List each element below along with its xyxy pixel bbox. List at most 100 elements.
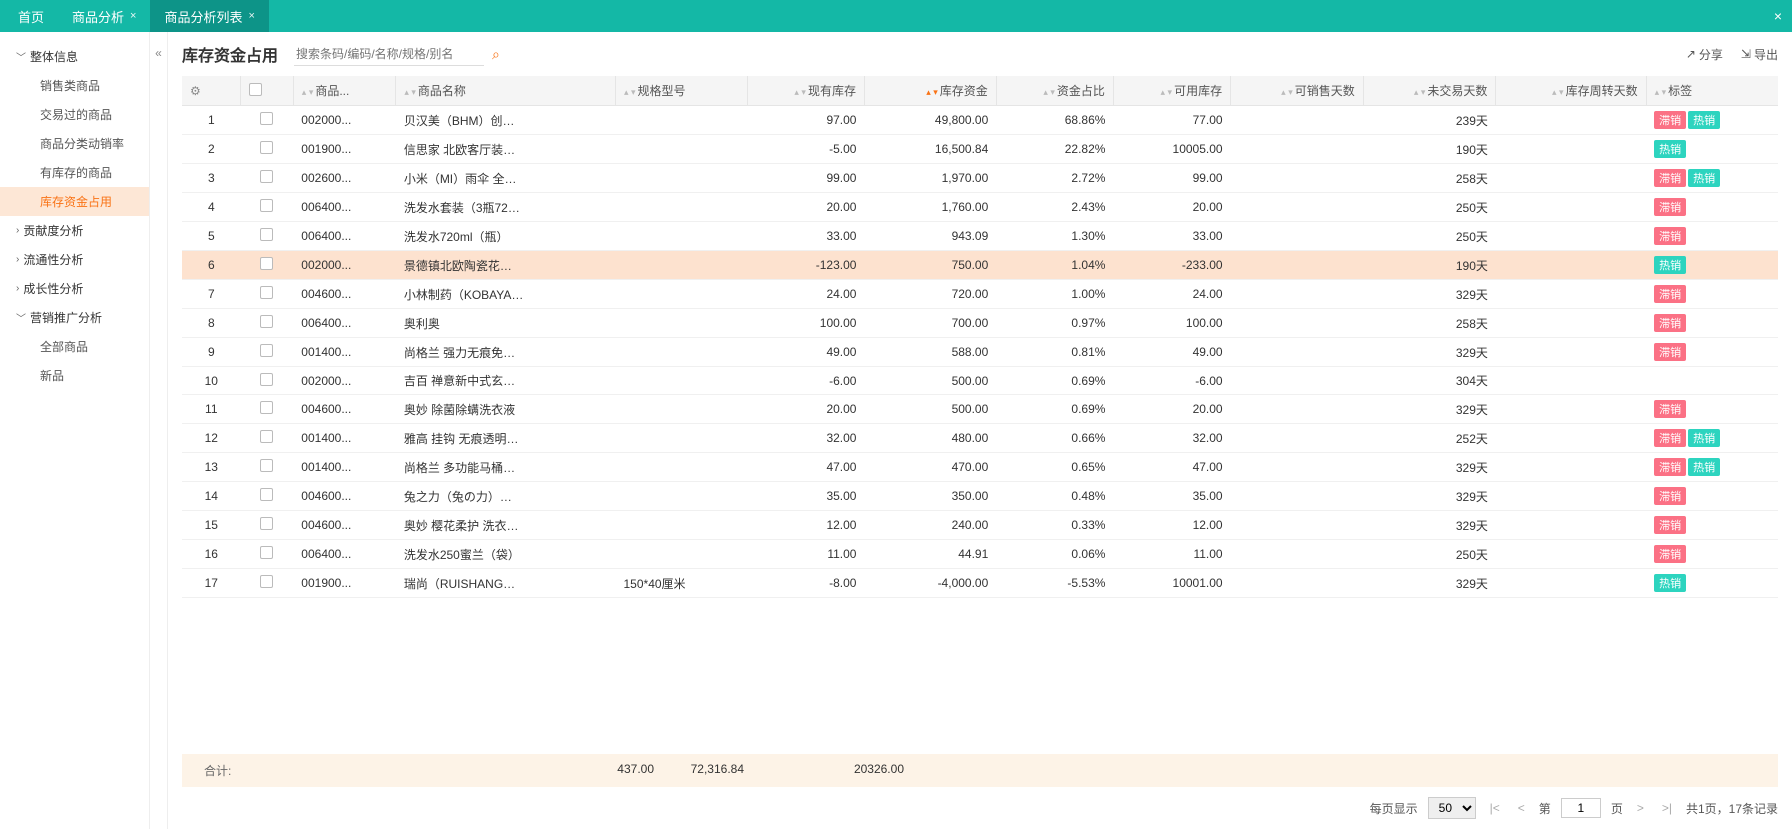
gear-icon[interactable]: ⚙ — [190, 84, 201, 98]
cell-code: 002000... — [293, 106, 396, 135]
next-page-button[interactable]: > — [1633, 801, 1648, 815]
row-checkbox[interactable] — [260, 170, 273, 183]
column-label: 库存资金 — [940, 84, 988, 98]
sidebar-group[interactable]: ﹀整体信息 — [0, 42, 149, 71]
row-checkbox[interactable] — [260, 373, 273, 386]
last-page-button[interactable]: >| — [1658, 801, 1676, 815]
cell-avail: -233.00 — [1113, 251, 1230, 280]
first-page-button[interactable]: |< — [1486, 801, 1504, 815]
tab-close-icon[interactable]: × — [130, 10, 136, 22]
sidebar-group[interactable]: ›流通性分析 — [0, 245, 149, 274]
per-page-select[interactable]: 50 — [1428, 797, 1476, 819]
tab-close-icon[interactable]: × — [248, 10, 254, 22]
sort-icon: ▴ ▾ — [1552, 88, 1564, 97]
column-header-ratio[interactable]: ▴ ▾资金占比 — [996, 76, 1113, 106]
table-row[interactable]: 13001400...尚格兰 多功能马桶刷套装 带47.00470.000.65… — [182, 453, 1778, 482]
row-checkbox[interactable] — [260, 315, 273, 328]
column-header-name[interactable]: ▴ ▾商品名称 — [396, 76, 616, 106]
tab-商品分析列表[interactable]: 商品分析列表× — [150, 0, 268, 32]
row-checkbox[interactable] — [260, 141, 273, 154]
sidebar-group[interactable]: ›成长性分析 — [0, 274, 149, 303]
column-header-amount[interactable]: ▴ ▾库存资金 — [864, 76, 996, 106]
row-checkbox[interactable] — [260, 401, 273, 414]
slow-tag: 滞销 — [1654, 169, 1686, 187]
share-button[interactable]: ↗ 分享 — [1686, 46, 1723, 63]
table-row[interactable]: 2001900...信思家 北欧客厅装饰画卧室-5.0016,500.8422.… — [182, 135, 1778, 164]
chevron-down-icon: ﹀ — [16, 310, 26, 325]
export-button[interactable]: ⇲ 导出 — [1741, 46, 1778, 63]
cell-ratio: 0.33% — [996, 511, 1113, 540]
sidebar-item[interactable]: 交易过的商品 — [0, 100, 149, 129]
column-header-saleDays[interactable]: ▴ ▾可销售天数 — [1231, 76, 1364, 106]
sidebar-group-label: 整体信息 — [30, 48, 78, 65]
row-checkbox[interactable] — [260, 517, 273, 530]
sidebar-item[interactable]: 有库存的商品 — [0, 158, 149, 187]
row-checkbox[interactable] — [260, 575, 273, 588]
sidebar-collapse-button[interactable]: « — [150, 32, 168, 829]
sidebar-group[interactable]: ﹀营销推广分析 — [0, 303, 149, 332]
cell-avail: 11.00 — [1113, 540, 1230, 569]
cell-saleDays — [1231, 511, 1364, 540]
column-header-turnover[interactable]: ▴ ▾库存周转天数 — [1496, 76, 1646, 106]
cell-ratio: 0.66% — [996, 424, 1113, 453]
close-icon[interactable]: × — [1774, 8, 1782, 24]
sort-icon: ▴ ▾ — [404, 88, 416, 97]
column-header-code[interactable]: ▴ ▾商品... — [293, 76, 396, 106]
column-header-stock[interactable]: ▴ ▾现有库存 — [747, 76, 864, 106]
table-row[interactable]: 1002000...贝汉美（BHM）创意北欧97.0049,800.0068.8… — [182, 106, 1778, 135]
table-row[interactable]: 3002600...小米（MI）雨伞 全自动折叠99.001,970.002.7… — [182, 164, 1778, 193]
sidebar-group[interactable]: ›贡献度分析 — [0, 216, 149, 245]
row-checkbox[interactable] — [260, 228, 273, 241]
prev-page-button[interactable]: < — [1514, 801, 1529, 815]
cell-code: 006400... — [293, 309, 396, 338]
tab-首页[interactable]: 首页 — [4, 0, 58, 32]
column-header-avail[interactable]: ▴ ▾可用库存 — [1113, 76, 1230, 106]
select-all-checkbox[interactable] — [249, 83, 262, 96]
table-row[interactable]: 8006400...奥利奥100.00700.000.97%100.00258天… — [182, 309, 1778, 338]
data-table: ⚙▴ ▾商品...▴ ▾商品名称▴ ▾规格型号▴ ▾现有库存▴ ▾库存资金▴ ▾… — [182, 76, 1778, 598]
row-checkbox[interactable] — [260, 488, 273, 501]
row-checkbox[interactable] — [260, 459, 273, 472]
sidebar-item[interactable]: 销售类商品 — [0, 71, 149, 100]
row-index: 1 — [182, 106, 241, 135]
table-row[interactable]: 10002000...吉百 禅意新中式玄关摆件客-6.00500.000.69%… — [182, 367, 1778, 395]
sidebar-item[interactable]: 新品 — [0, 361, 149, 390]
row-checkbox[interactable] — [260, 546, 273, 559]
row-index: 13 — [182, 453, 241, 482]
table-row[interactable]: 7004600...小林制药（KOBAYASHI）E24.00720.001.0… — [182, 280, 1778, 309]
table-row[interactable]: 14004600...兔之力（兔の力）粘毛器粘35.00350.000.48%3… — [182, 482, 1778, 511]
table-row[interactable]: 4006400...洗发水套装（3瓶720ml+1）20.001,760.002… — [182, 193, 1778, 222]
cell-noTrade: 329天 — [1363, 338, 1496, 367]
sidebar-item[interactable]: 全部商品 — [0, 332, 149, 361]
cell-avail: 20.00 — [1113, 193, 1230, 222]
table-row[interactable]: 5006400...洗发水720ml（瓶）33.00943.091.30%33.… — [182, 222, 1778, 251]
sidebar-item[interactable]: 商品分类动销率 — [0, 129, 149, 158]
row-checkbox[interactable] — [260, 199, 273, 212]
sort-icon: ▴ ▾ — [1161, 88, 1173, 97]
cell-code: 001400... — [293, 424, 396, 453]
row-index: 9 — [182, 338, 241, 367]
row-checkbox[interactable] — [260, 257, 273, 270]
cell-spec — [616, 280, 748, 309]
cell-turnover — [1496, 251, 1646, 280]
table-row[interactable]: 16006400...洗发水250蜜兰（袋）11.0044.910.06%11.… — [182, 540, 1778, 569]
row-checkbox[interactable] — [260, 430, 273, 443]
search-input[interactable] — [294, 43, 484, 66]
tab-商品分析[interactable]: 商品分析× — [58, 0, 150, 32]
row-checkbox[interactable] — [260, 286, 273, 299]
table-row[interactable]: 6002000...景德镇北欧陶瓷花瓶摆件 仿-123.00750.001.04… — [182, 251, 1778, 280]
cell-spec — [616, 106, 748, 135]
table-row[interactable]: 17001900...瑞尚（RUISHANG） 卧室150*40厘米-8.00-… — [182, 569, 1778, 598]
page-input[interactable] — [1561, 798, 1601, 818]
column-header-noTrade[interactable]: ▴ ▾未交易天数 — [1363, 76, 1496, 106]
row-checkbox[interactable] — [260, 344, 273, 357]
row-checkbox[interactable] — [260, 112, 273, 125]
table-row[interactable]: 12001400...雅高 挂钩 无痕透明粘钩 强32.00480.000.66… — [182, 424, 1778, 453]
table-row[interactable]: 15004600...奥妙 樱花柔护 洗衣凝珠 1012.00240.000.3… — [182, 511, 1778, 540]
column-header-spec[interactable]: ▴ ▾规格型号 — [616, 76, 748, 106]
table-row[interactable]: 9001400...尚格兰 强力无痕免打孔浴室49.00588.000.81%4… — [182, 338, 1778, 367]
table-row[interactable]: 11004600...奥妙 除菌除螨洗衣液20.00500.000.69%20.… — [182, 395, 1778, 424]
sidebar-item[interactable]: 库存资金占用 — [0, 187, 149, 216]
column-header-tags[interactable]: ▴ ▾标签 — [1646, 76, 1778, 106]
search-icon[interactable]: ⌕ — [492, 46, 500, 63]
